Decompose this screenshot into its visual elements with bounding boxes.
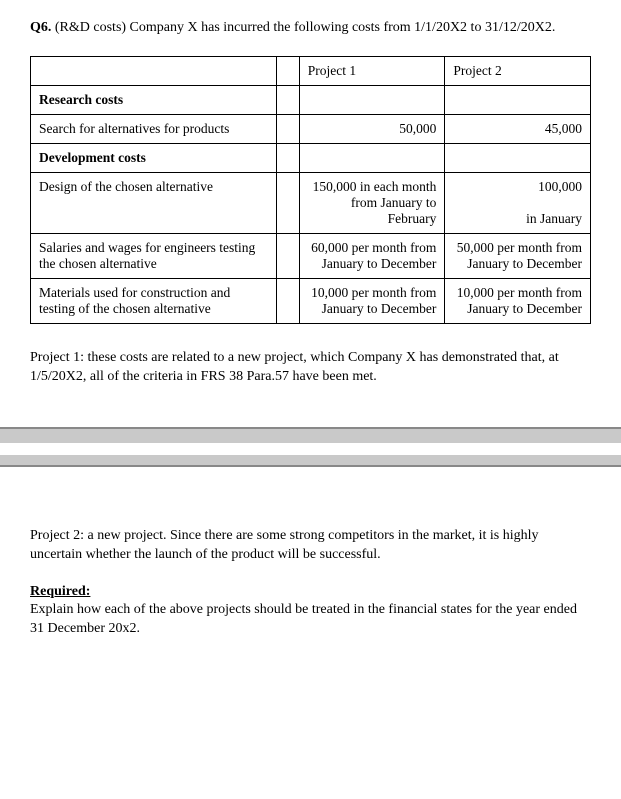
required-block: Required: Explain how each of the above …	[30, 583, 591, 640]
row-spacer	[277, 173, 299, 234]
row-spacer	[277, 115, 299, 144]
row-label: Design of the chosen alternative	[31, 173, 277, 234]
row-project1: 60,000 per month from January to Decembe…	[299, 234, 445, 279]
row-project1	[299, 86, 445, 115]
row-project2	[445, 144, 591, 173]
table-row: Search for alternatives for products 50,0…	[31, 115, 591, 144]
question-number: Q6.	[30, 20, 51, 35]
project2-note: Project 2: a new project. Since there ar…	[30, 527, 591, 565]
row-project2	[445, 86, 591, 115]
table-row: Development costs	[31, 144, 591, 173]
row-spacer	[277, 234, 299, 279]
header-blank-2	[277, 57, 299, 86]
row-spacer	[277, 86, 299, 115]
row-project2: 45,000	[445, 115, 591, 144]
table-row: Design of the chosen alternative 150,000 …	[31, 173, 591, 234]
row-project1: 50,000	[299, 115, 445, 144]
header-project-1: Project 1	[299, 57, 445, 86]
row-label: Development costs	[31, 144, 277, 173]
row-project2: 10,000 per month from January to Decembe…	[445, 279, 591, 324]
row-project1: 150,000 in each month from January to Fe…	[299, 173, 445, 234]
row-label: Research costs	[31, 86, 277, 115]
row-label: Salaries and wages for engineers testing…	[31, 234, 277, 279]
row-label: Materials used for construction and test…	[31, 279, 277, 324]
table-row: Research costs	[31, 86, 591, 115]
page-break	[0, 427, 621, 467]
project1-note: Project 1: these costs are related to a …	[30, 349, 591, 387]
header-project-2: Project 2	[445, 57, 591, 86]
row-project2: 50,000 per month from January to Decembe…	[445, 234, 591, 279]
row-project1: 10,000 per month from January to Decembe…	[299, 279, 445, 324]
table-header-row: Project 1 Project 2	[31, 57, 591, 86]
header-blank-1	[31, 57, 277, 86]
row-label: Search for alternatives for products	[31, 115, 277, 144]
row-spacer	[277, 279, 299, 324]
row-project1	[299, 144, 445, 173]
table-row: Materials used for construction and test…	[31, 279, 591, 324]
required-text: Explain how each of the above projects s…	[30, 602, 577, 636]
required-label: Required:	[30, 584, 90, 599]
row-project2: 100,000 in January	[445, 173, 591, 234]
row-spacer	[277, 144, 299, 173]
costs-table: Project 1 Project 2 Research costsSearch…	[30, 56, 591, 324]
question-title: (R&D costs) Company X has incurred the f…	[55, 20, 555, 35]
table-row: Salaries and wages for engineers testing…	[31, 234, 591, 279]
question-heading: Q6. (R&D costs) Company X has incurred t…	[30, 20, 591, 36]
